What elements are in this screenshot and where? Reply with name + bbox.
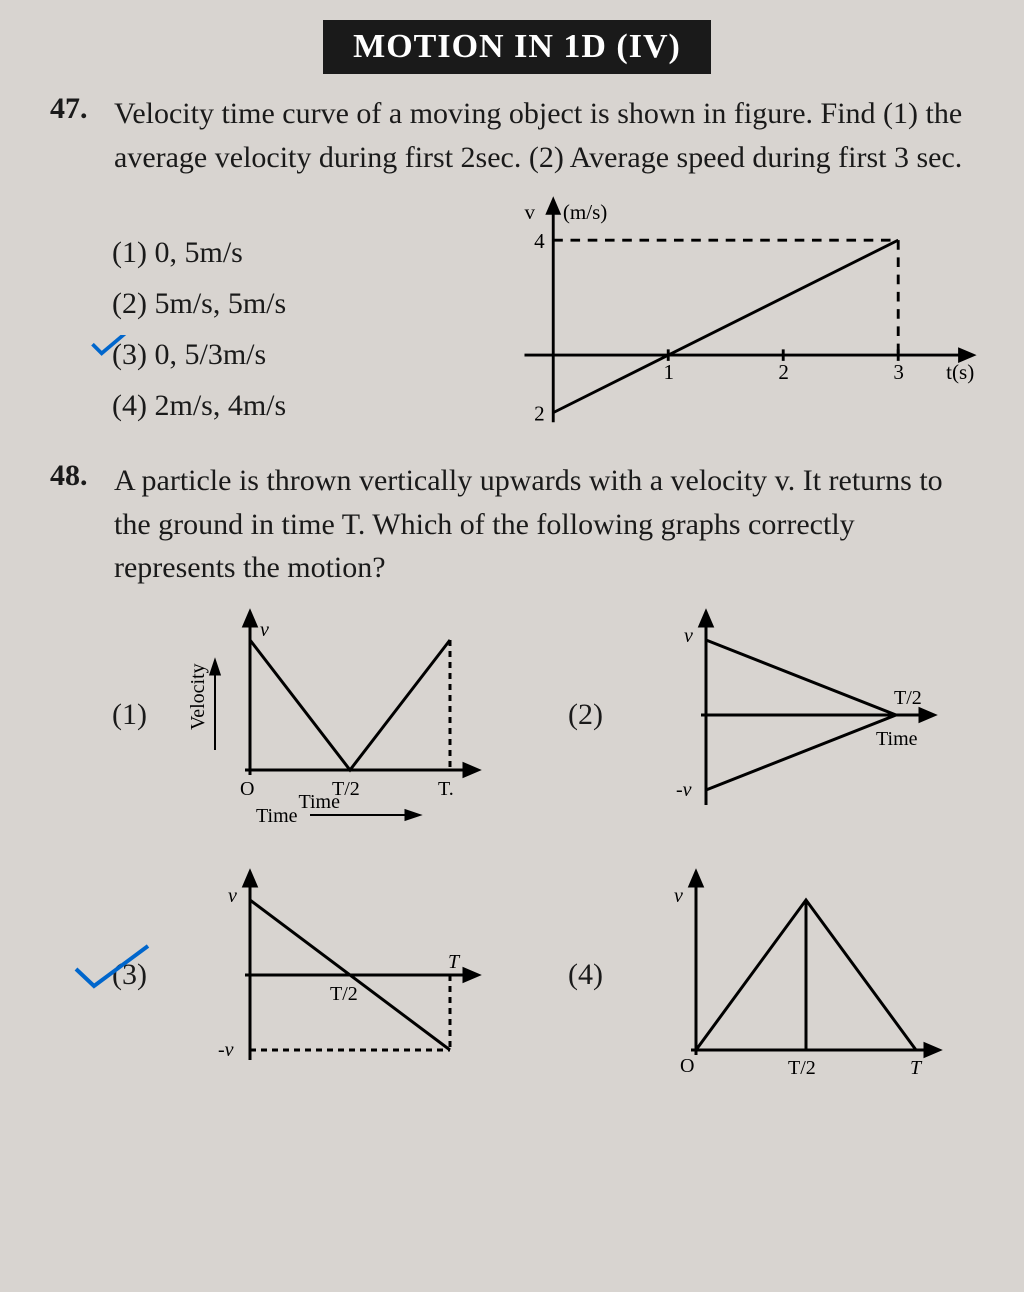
lbl-time: Time <box>298 791 340 813</box>
lbl-velocity: Velocity <box>187 663 209 730</box>
chart-xtick-1: 1 <box>663 360 674 384</box>
opt-text: 5m/s, 5m/s <box>154 287 286 320</box>
lbl-v: v <box>228 885 237 907</box>
lbl-T2: T/2 <box>330 983 358 1005</box>
q48-text: A particle is thrown vertically upwards … <box>114 459 974 590</box>
checkmark-icon <box>90 335 128 357</box>
chart-yunit: (m/s) <box>562 200 607 224</box>
chart-ytick-neg2: 2 <box>534 401 545 425</box>
opt-text: 0, 5/3m/s <box>154 338 266 371</box>
lbl-O: O <box>240 778 254 800</box>
chart-xlabel: t(s) <box>946 360 974 384</box>
lbl-v: v <box>684 625 693 647</box>
lbl-time-axis: Time <box>256 805 298 827</box>
lbl-O: O <box>680 1055 694 1077</box>
q48-number: 48. <box>50 459 110 493</box>
lbl-mv: -v <box>218 1039 234 1061</box>
q48-option-2: (2) v -v <box>568 600 984 830</box>
q48-graph-4: v O T/2 T <box>636 860 956 1090</box>
opt-num: (3) <box>112 958 162 992</box>
q47-option-1: (1) 0, 5m/s <box>112 227 467 278</box>
q48-graph-3: v -v T/2 T <box>180 860 500 1090</box>
opt-text: 0, 5m/s <box>154 236 242 269</box>
opt-num: (2) <box>568 698 618 732</box>
q47-chart: v (m/s) 4 2 1 2 3 t(s) <box>467 187 984 437</box>
chart-ytick-4: 4 <box>534 229 545 253</box>
question-48: 48. A particle is thrown vertically upwa… <box>50 459 984 1090</box>
q47-option-3: (3) 0, 5/3m/s <box>112 329 467 380</box>
question-47: 47. Velocity time curve of a moving obje… <box>50 92 984 437</box>
lbl-T: T <box>910 1057 923 1079</box>
lbl-mv: -v <box>676 779 692 801</box>
opt-num: (1) <box>112 698 162 732</box>
section-title: MOTION IN 1D (IV) <box>323 20 711 74</box>
opt-num: (4) <box>568 958 618 992</box>
lbl-T2: T/2 <box>894 687 922 709</box>
opt-text: 2m/s, 4m/s <box>154 389 286 422</box>
q48-option-1: (1) <box>112 600 528 830</box>
chart-ylabel: v <box>524 200 535 224</box>
q48-graph-1: v O T/2 T. Velocity Time Time <box>180 600 500 830</box>
opt-num: (4) <box>112 389 147 422</box>
opt-num: (1) <box>112 236 147 269</box>
q48-graph-2: v -v T/2 Time <box>636 600 956 830</box>
chart-xtick-3: 3 <box>893 360 904 384</box>
lbl-v: v <box>674 885 683 907</box>
opt-num: (2) <box>112 287 147 320</box>
lbl-v: v <box>260 619 269 641</box>
q47-option-2: (2) 5m/s, 5m/s <box>112 278 467 329</box>
q48-option-4: (4) v <box>568 860 984 1090</box>
lbl-T2: T/2 <box>788 1057 816 1079</box>
lbl-T: T. <box>438 778 454 800</box>
checkmark-icon <box>72 944 152 994</box>
lbl-time: Time <box>876 728 918 750</box>
q47-text: Velocity time curve of a moving object i… <box>114 92 974 179</box>
lbl-T: T <box>448 951 461 973</box>
q47-option-4: (4) 2m/s, 4m/s <box>112 380 467 431</box>
q48-option-3: (3) <box>112 860 528 1090</box>
q47-number: 47. <box>50 92 110 126</box>
q47-options: (1) 0, 5m/s (2) 5m/s, 5m/s (3) 0, 5/3m/s… <box>112 187 467 431</box>
chart-xtick-2: 2 <box>778 360 789 384</box>
